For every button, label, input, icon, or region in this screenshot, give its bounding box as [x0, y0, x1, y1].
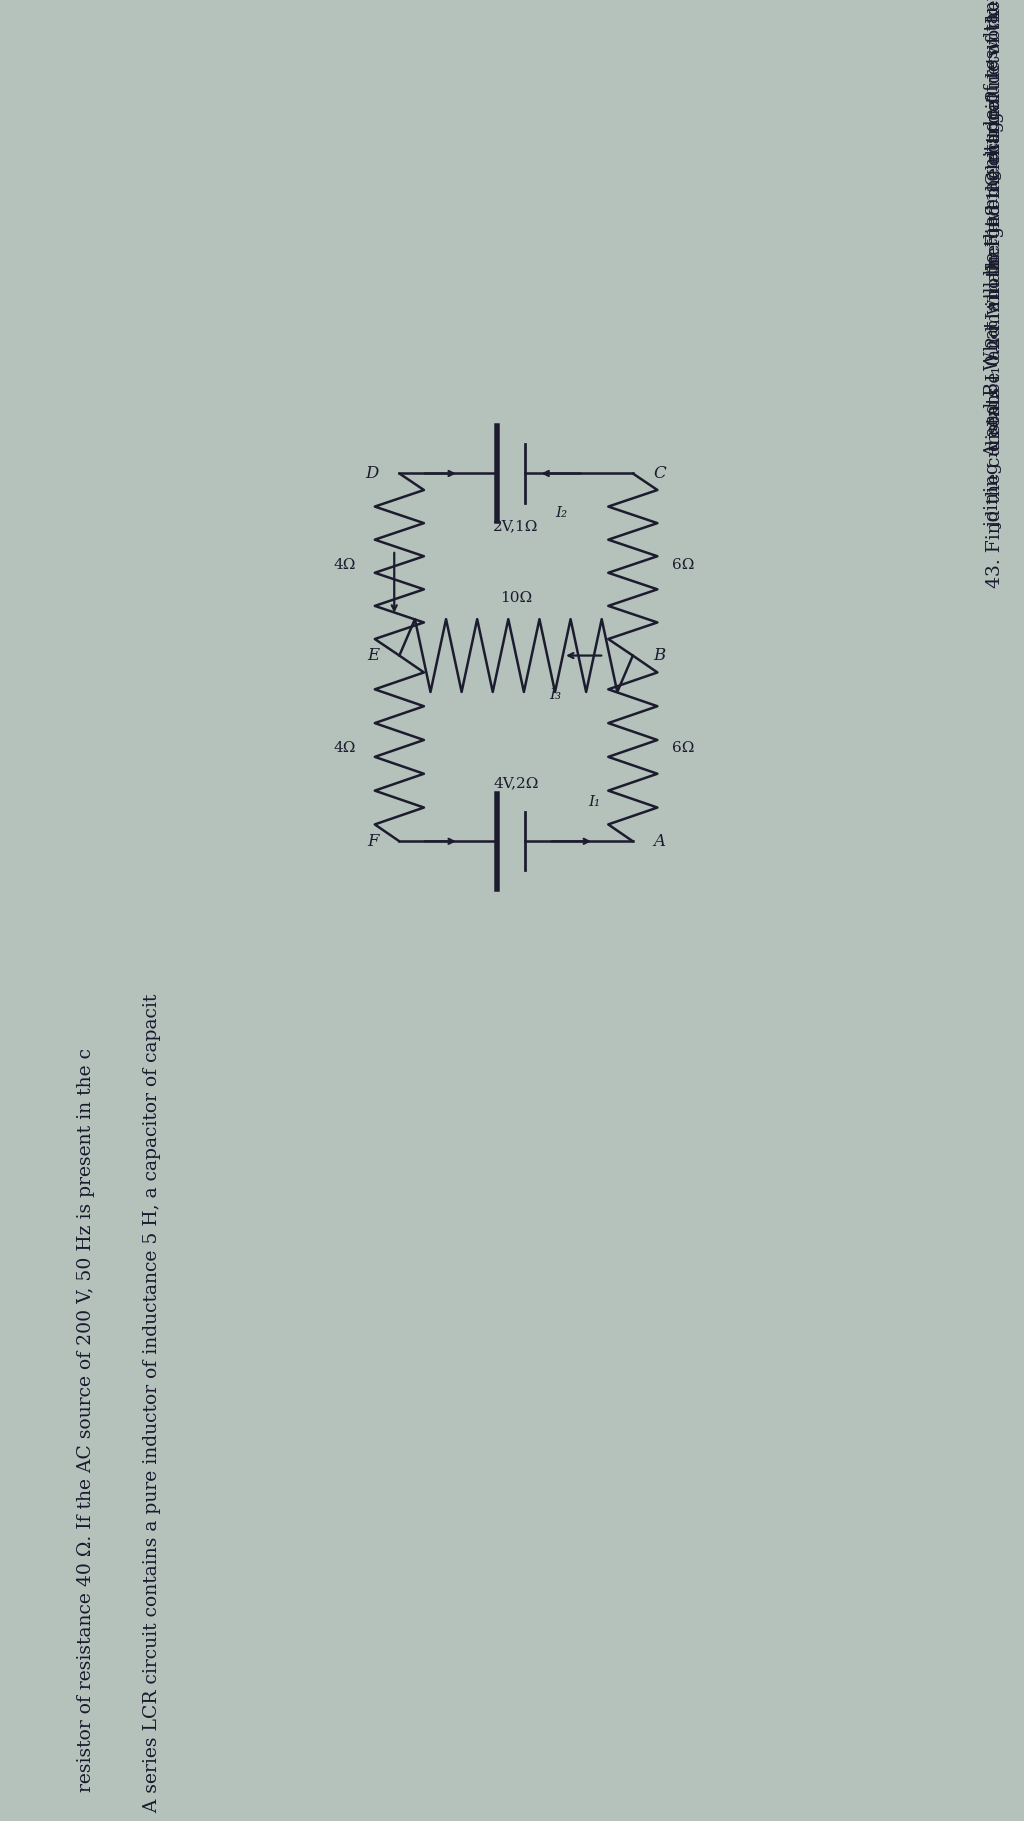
Text: B: B: [653, 646, 666, 665]
Text: 44. A series LCR circuit contains a pure inductor of inductance 5 H, a capacitor: 44. A series LCR circuit contains a pure…: [143, 992, 162, 1821]
Text: I₃: I₃: [549, 688, 561, 703]
Text: 43. Find the currents I₁ and I₂ in the given electrical network.: 43. Find the currents I₁ and I₂ in the g…: [985, 2, 1004, 588]
Text: C: C: [653, 464, 666, 483]
Text: distance 0.2 m in air. Find the magnitude of the resultant electric field at ‘O’: distance 0.2 m in air. Find the magnitud…: [985, 0, 1004, 450]
Text: resistor of resistance 40 Ω. If the AC source of 200 V, 50 Hz is present in the : resistor of resistance 40 Ω. If the AC s…: [77, 1049, 95, 1792]
Text: 4Ω: 4Ω: [334, 741, 356, 756]
Text: A: A: [653, 832, 666, 850]
Text: 6Ω: 6Ω: [672, 741, 694, 756]
Text: 2V,1Ω: 2V,1Ω: [494, 519, 539, 534]
Text: 4V,2Ω: 4V,2Ω: [494, 776, 539, 790]
Text: joining A and B. What will be the magnitude of resultant electric field at ‘O’ i: joining A and B. What will be the magnit…: [985, 0, 1004, 528]
Text: 10Ω: 10Ω: [500, 590, 532, 605]
Text: another +8 nC charge?: another +8 nC charge?: [985, 89, 1004, 311]
Text: E: E: [367, 646, 379, 665]
Text: D: D: [366, 464, 379, 483]
Text: F: F: [368, 832, 379, 850]
Text: I₂: I₂: [555, 506, 567, 521]
Text: 4Ω: 4Ω: [334, 557, 356, 572]
Text: I₁: I₁: [588, 794, 600, 809]
Text: 6Ω: 6Ω: [672, 557, 694, 572]
